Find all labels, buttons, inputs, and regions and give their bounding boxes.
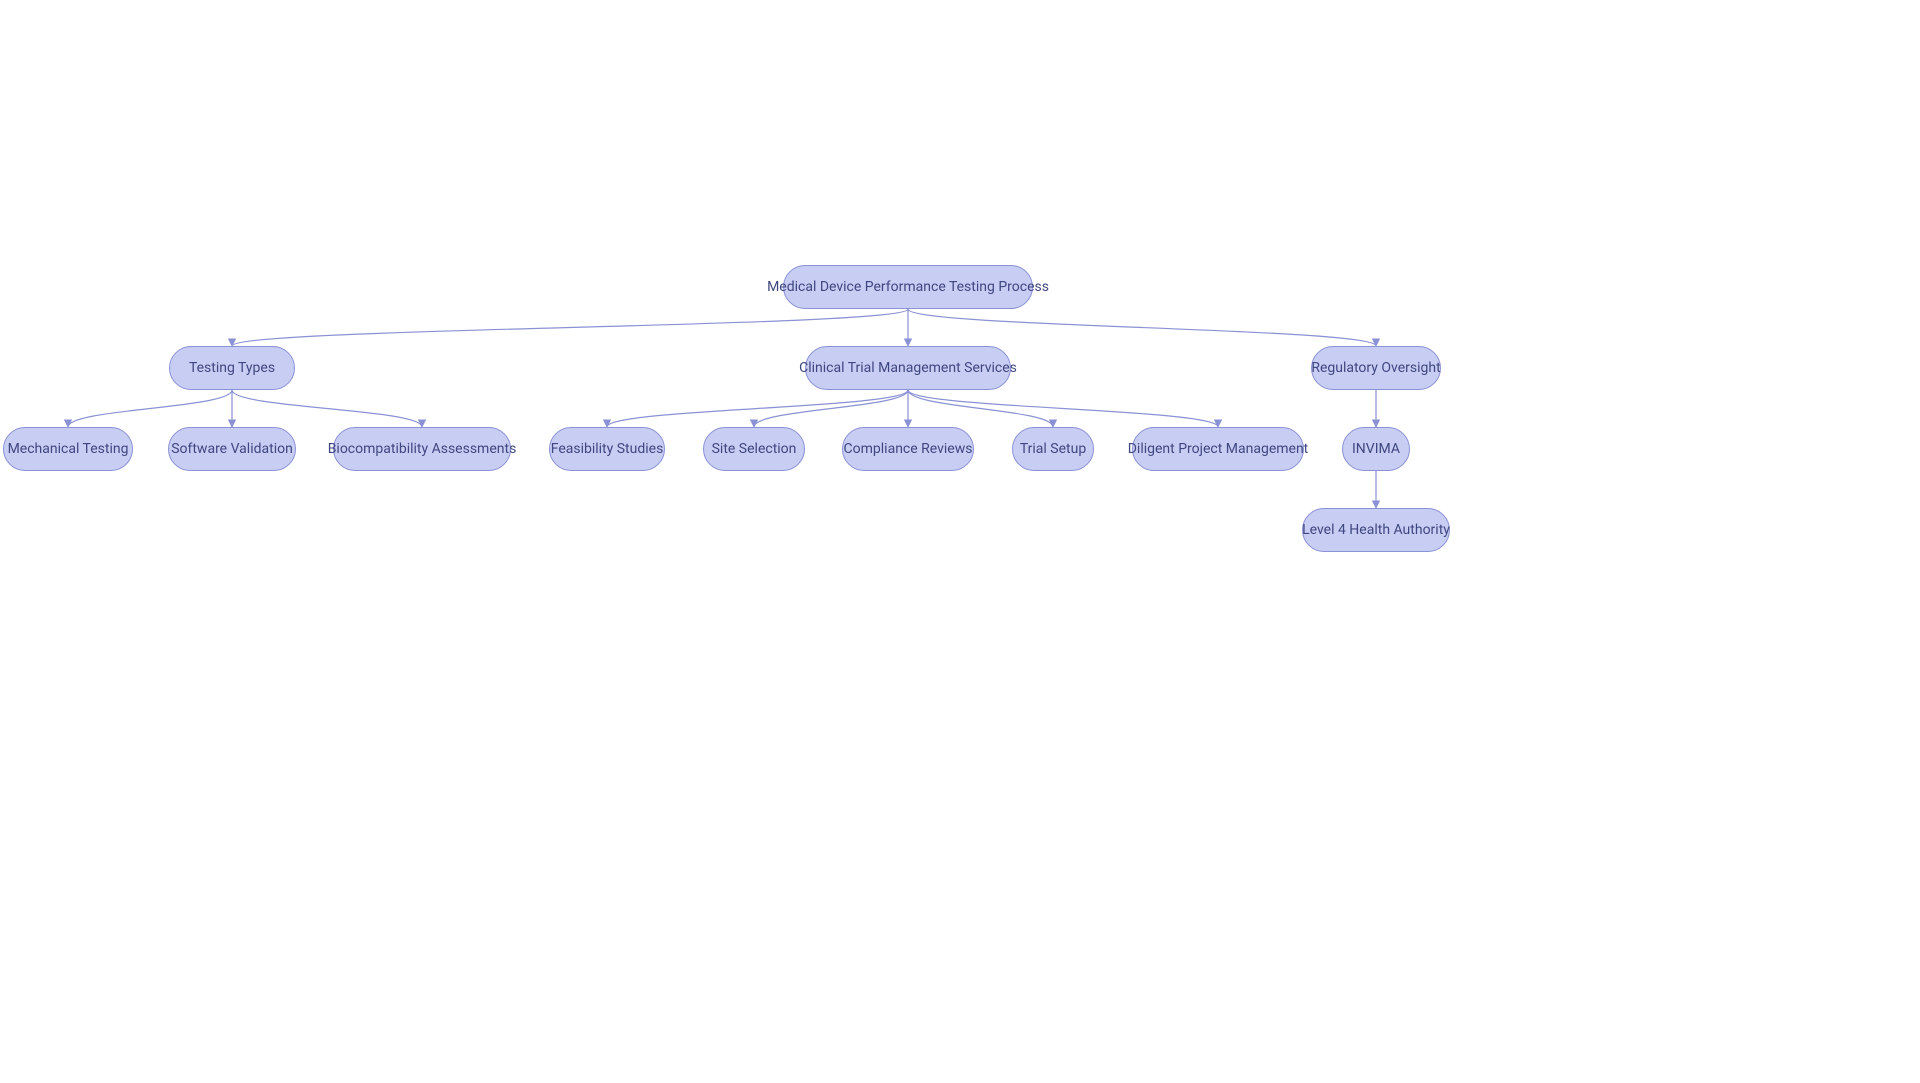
flowchart-node-l4: Level 4 Health Authority	[1302, 508, 1450, 552]
flowchart-node-tt: Testing Types	[169, 346, 295, 390]
flowchart-edge	[68, 390, 232, 427]
flowchart-edges	[0, 0, 1920, 1083]
flowchart-node-label: Trial Setup	[1020, 441, 1086, 457]
flowchart-node-label: Feasibility Studies	[551, 441, 664, 457]
flowchart-edge	[232, 390, 422, 427]
flowchart-edge	[908, 390, 1053, 427]
flowchart-edge	[607, 390, 908, 427]
flowchart-node-label: Medical Device Performance Testing Proce…	[767, 279, 1049, 295]
flowchart-node-sv: Software Validation	[168, 427, 296, 471]
flowchart-node-cr: Compliance Reviews	[842, 427, 974, 471]
flowchart-edge	[908, 309, 1376, 346]
flowchart-node-fs: Feasibility Studies	[549, 427, 665, 471]
flowchart-node-ro: Regulatory Oversight	[1311, 346, 1441, 390]
flowchart-node-dpm: Diligent Project Management	[1132, 427, 1304, 471]
flowchart-edge	[908, 390, 1218, 427]
flowchart-node-ba: Biocompatibility Assessments	[333, 427, 511, 471]
flowchart-edge	[754, 390, 908, 427]
flowchart-node-ctms: Clinical Trial Management Services	[805, 346, 1011, 390]
flowchart-node-label: Clinical Trial Management Services	[799, 360, 1017, 376]
flowchart-node-label: Site Selection	[712, 441, 797, 457]
flowchart-node-label: INVIMA	[1352, 441, 1400, 457]
flowchart-node-mt: Mechanical Testing	[3, 427, 133, 471]
flowchart-node-label: Compliance Reviews	[844, 441, 973, 457]
flowchart-node-label: Diligent Project Management	[1128, 441, 1309, 457]
flowchart-node-root: Medical Device Performance Testing Proce…	[783, 265, 1033, 309]
flowchart-node-ss: Site Selection	[703, 427, 805, 471]
flowchart-node-ts: Trial Setup	[1012, 427, 1094, 471]
flowchart-edge	[232, 309, 908, 346]
flowchart-node-inv: INVIMA	[1342, 427, 1410, 471]
flowchart-node-label: Mechanical Testing	[8, 441, 129, 457]
flowchart-node-label: Regulatory Oversight	[1311, 360, 1440, 376]
flowchart-node-label: Testing Types	[189, 360, 275, 376]
flowchart-node-label: Software Validation	[171, 441, 293, 457]
flowchart-node-label: Level 4 Health Authority	[1302, 522, 1450, 538]
flowchart-node-label: Biocompatibility Assessments	[328, 441, 517, 457]
